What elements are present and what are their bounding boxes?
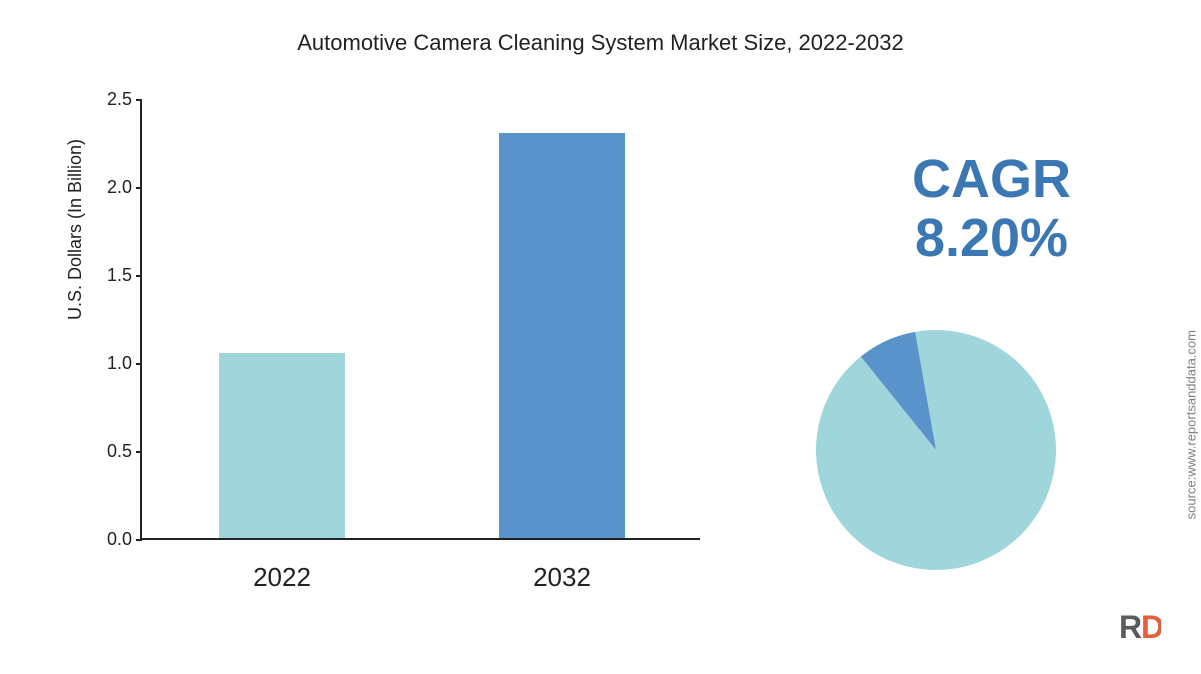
- y-tick-mark: [136, 99, 142, 101]
- y-tick-label: 0.5: [102, 441, 132, 462]
- bar-chart-area: 0.00.51.01.52.02.520222032: [140, 100, 700, 540]
- source-attribution: source:www.reportsanddata.com: [1183, 330, 1198, 519]
- y-tick-mark: [136, 539, 142, 541]
- x-tick-label: 2022: [232, 562, 332, 593]
- y-tick-label: 1.0: [102, 353, 132, 374]
- y-tick-mark: [136, 275, 142, 277]
- cagr-value: 8.20%: [912, 209, 1071, 268]
- y-tick-mark: [136, 363, 142, 365]
- y-tick-label: 0.0: [102, 529, 132, 550]
- y-tick-label: 2.0: [102, 177, 132, 198]
- bar: [219, 353, 345, 538]
- y-axis-label: U.S. Dollars (In Billion): [65, 139, 86, 320]
- x-tick-label: 2032: [512, 562, 612, 593]
- y-tick-mark: [136, 451, 142, 453]
- y-tick-label: 2.5: [102, 89, 132, 110]
- chart-title: Automotive Camera Cleaning System Market…: [0, 30, 1201, 56]
- plot-region: 0.00.51.01.52.02.520222032: [140, 100, 700, 540]
- y-tick-label: 1.5: [102, 265, 132, 286]
- pie-chart: [816, 330, 1056, 570]
- svg-text:D: D: [1141, 609, 1161, 644]
- svg-text:R: R: [1119, 609, 1142, 644]
- brand-logo: R D: [1113, 608, 1161, 644]
- bar: [499, 133, 625, 538]
- y-tick-mark: [136, 187, 142, 189]
- cagr-label: CAGR: [912, 150, 1071, 209]
- cagr-block: CAGR 8.20%: [912, 150, 1071, 269]
